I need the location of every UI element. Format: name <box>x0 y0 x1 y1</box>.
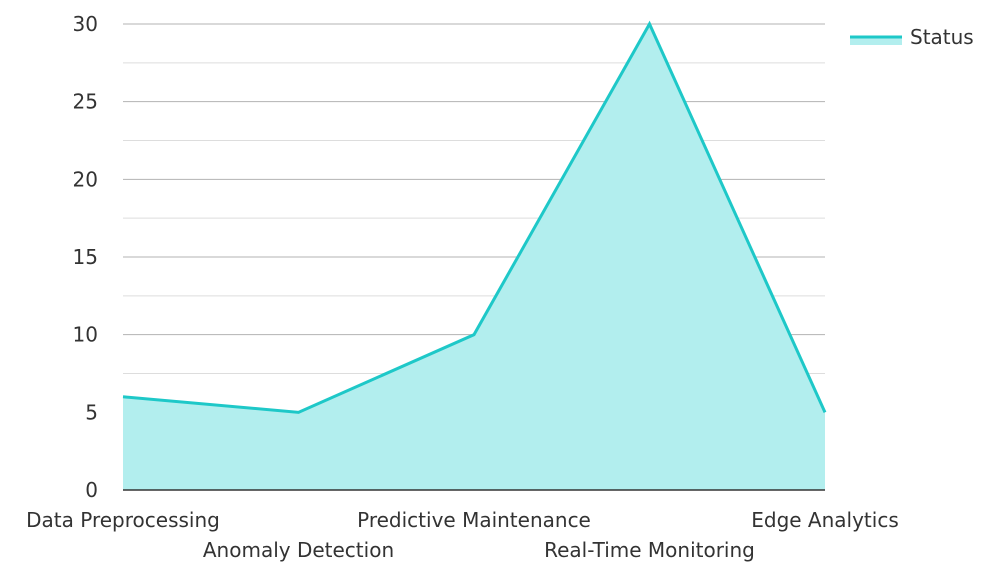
x-tick-label: Data Preprocessing <box>26 508 220 532</box>
series-area-fill <box>123 24 825 490</box>
x-tick-label: Predictive Maintenance <box>357 508 591 532</box>
y-tick-label: 20 <box>73 167 98 191</box>
y-tick-label: 10 <box>73 323 98 347</box>
legend-swatch-fill <box>850 37 902 45</box>
x-axis-tick-labels: Data Preprocessing Anomaly Detection Predi… <box>26 508 899 562</box>
y-tick-label: 5 <box>85 400 98 424</box>
x-tick-label: Real-Time Monitoring <box>544 538 755 562</box>
legend-label-status: Status <box>910 25 974 49</box>
y-tick-label: 15 <box>73 245 98 269</box>
series-area-layer <box>122 20 827 490</box>
y-axis-tick-labels: 0 5 10 15 20 25 30 <box>73 12 98 502</box>
y-tick-label: 25 <box>73 90 98 114</box>
x-tick-label: Anomaly Detection <box>203 538 394 562</box>
x-tick-label: Edge Analytics <box>751 508 899 532</box>
legend: Status <box>850 25 974 49</box>
y-tick-label: 30 <box>73 12 98 36</box>
y-tick-label: 0 <box>85 478 98 502</box>
